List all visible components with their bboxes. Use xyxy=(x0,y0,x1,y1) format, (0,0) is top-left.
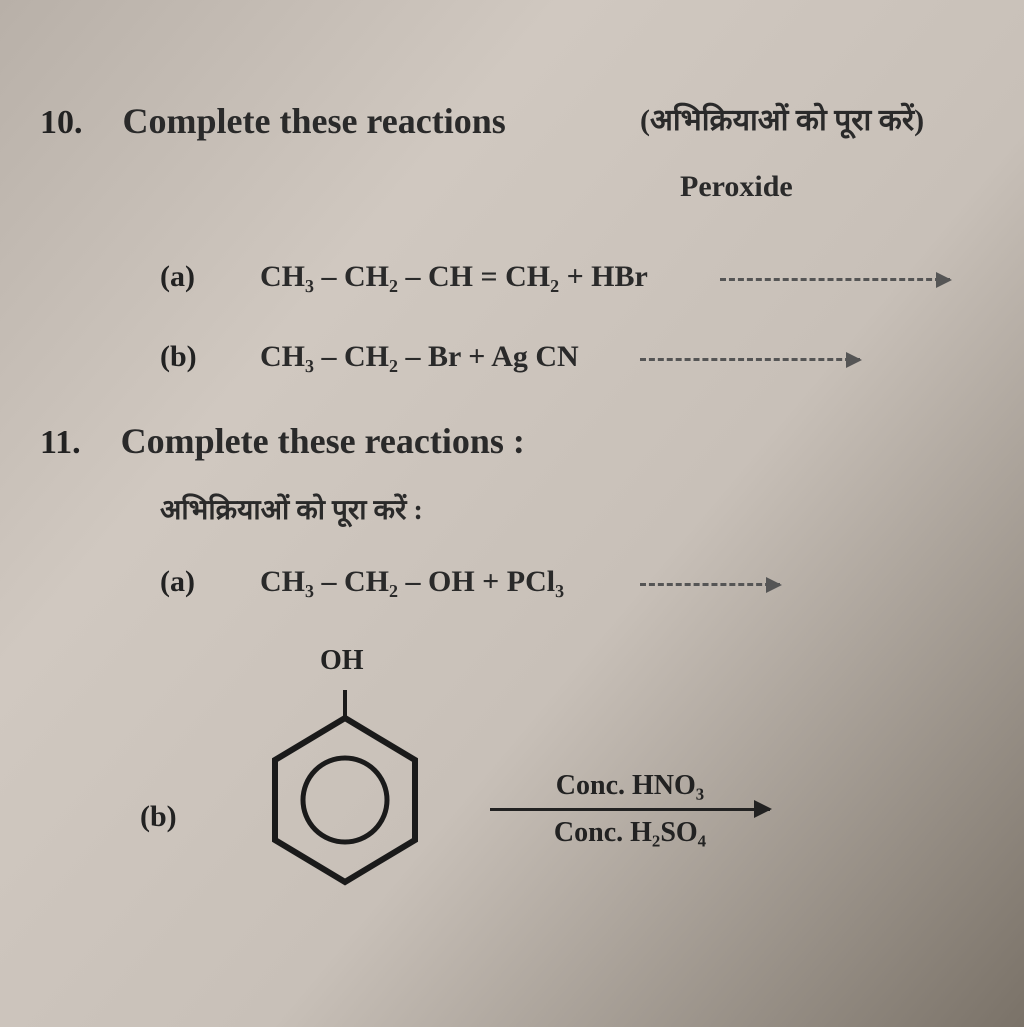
q10-title-hi: (अभिक्रियाओं को पूरा करें) xyxy=(640,104,924,137)
q10-header: 10. Complete these reactions xyxy=(40,100,506,142)
q11-number: 11. xyxy=(40,424,81,462)
q11b-reagent-arrow: Conc. HNO₃ Conc. H₂SO₄ xyxy=(490,770,770,849)
q10b-formula-wrap: CH₃ – CH₂ – Br + Ag CN xyxy=(260,340,579,374)
q10b-label: (b) xyxy=(160,340,197,374)
q11a-formula: CH₃ – CH₂ – OH + PCl₃ xyxy=(260,565,564,598)
q11a-arrow xyxy=(640,583,780,586)
q10b-formula: CH₃ – CH₂ – Br + Ag CN xyxy=(260,340,579,373)
q11b-reagent-top: Conc. HNO₃ xyxy=(490,770,770,802)
benzene-svg xyxy=(255,690,435,890)
q11a-label: (a) xyxy=(160,565,195,599)
q10-title-en: Complete these reactions xyxy=(123,100,506,142)
q10-condition-wrap: Peroxide xyxy=(680,170,793,204)
q10a-formula: CH₃ – CH₂ – CH = CH₂ + HBr xyxy=(260,260,648,293)
benzene-hexagon xyxy=(255,690,395,811)
q11b-reagent-bot: Conc. H₂SO₄ xyxy=(490,817,770,849)
q11-header: 11. Complete these reactions : xyxy=(40,420,525,462)
q11-title-hi: अभिक्रियाओं को पूरा करें : xyxy=(160,495,423,526)
phenol-structure xyxy=(255,690,395,811)
q11-title-hi-wrap: अभिक्रियाओं को पूरा करें : xyxy=(160,490,423,528)
q10a-arrow xyxy=(720,278,950,281)
q11b-label: (b) xyxy=(140,800,177,834)
q10-condition: Peroxide xyxy=(680,170,793,203)
q10-title-hi-wrap: (अभिक्रियाओं को पूरा करें) xyxy=(640,98,924,139)
q11-title-en: Complete these reactions : xyxy=(121,420,525,462)
q10b-arrow xyxy=(640,358,860,361)
q10a-formula-wrap: CH₃ – CH₂ – CH = CH₂ + HBr xyxy=(260,260,648,294)
q11b-frac-line xyxy=(490,808,770,811)
q11b-oh: OH xyxy=(320,645,364,677)
q10-number: 10. xyxy=(40,104,83,142)
q10a-label: (a) xyxy=(160,260,195,294)
page: 10. Complete these reactions (अभिक्रियाओ… xyxy=(0,0,1024,1027)
q11a-formula-wrap: CH₃ – CH₂ – OH + PCl₃ xyxy=(260,565,564,599)
